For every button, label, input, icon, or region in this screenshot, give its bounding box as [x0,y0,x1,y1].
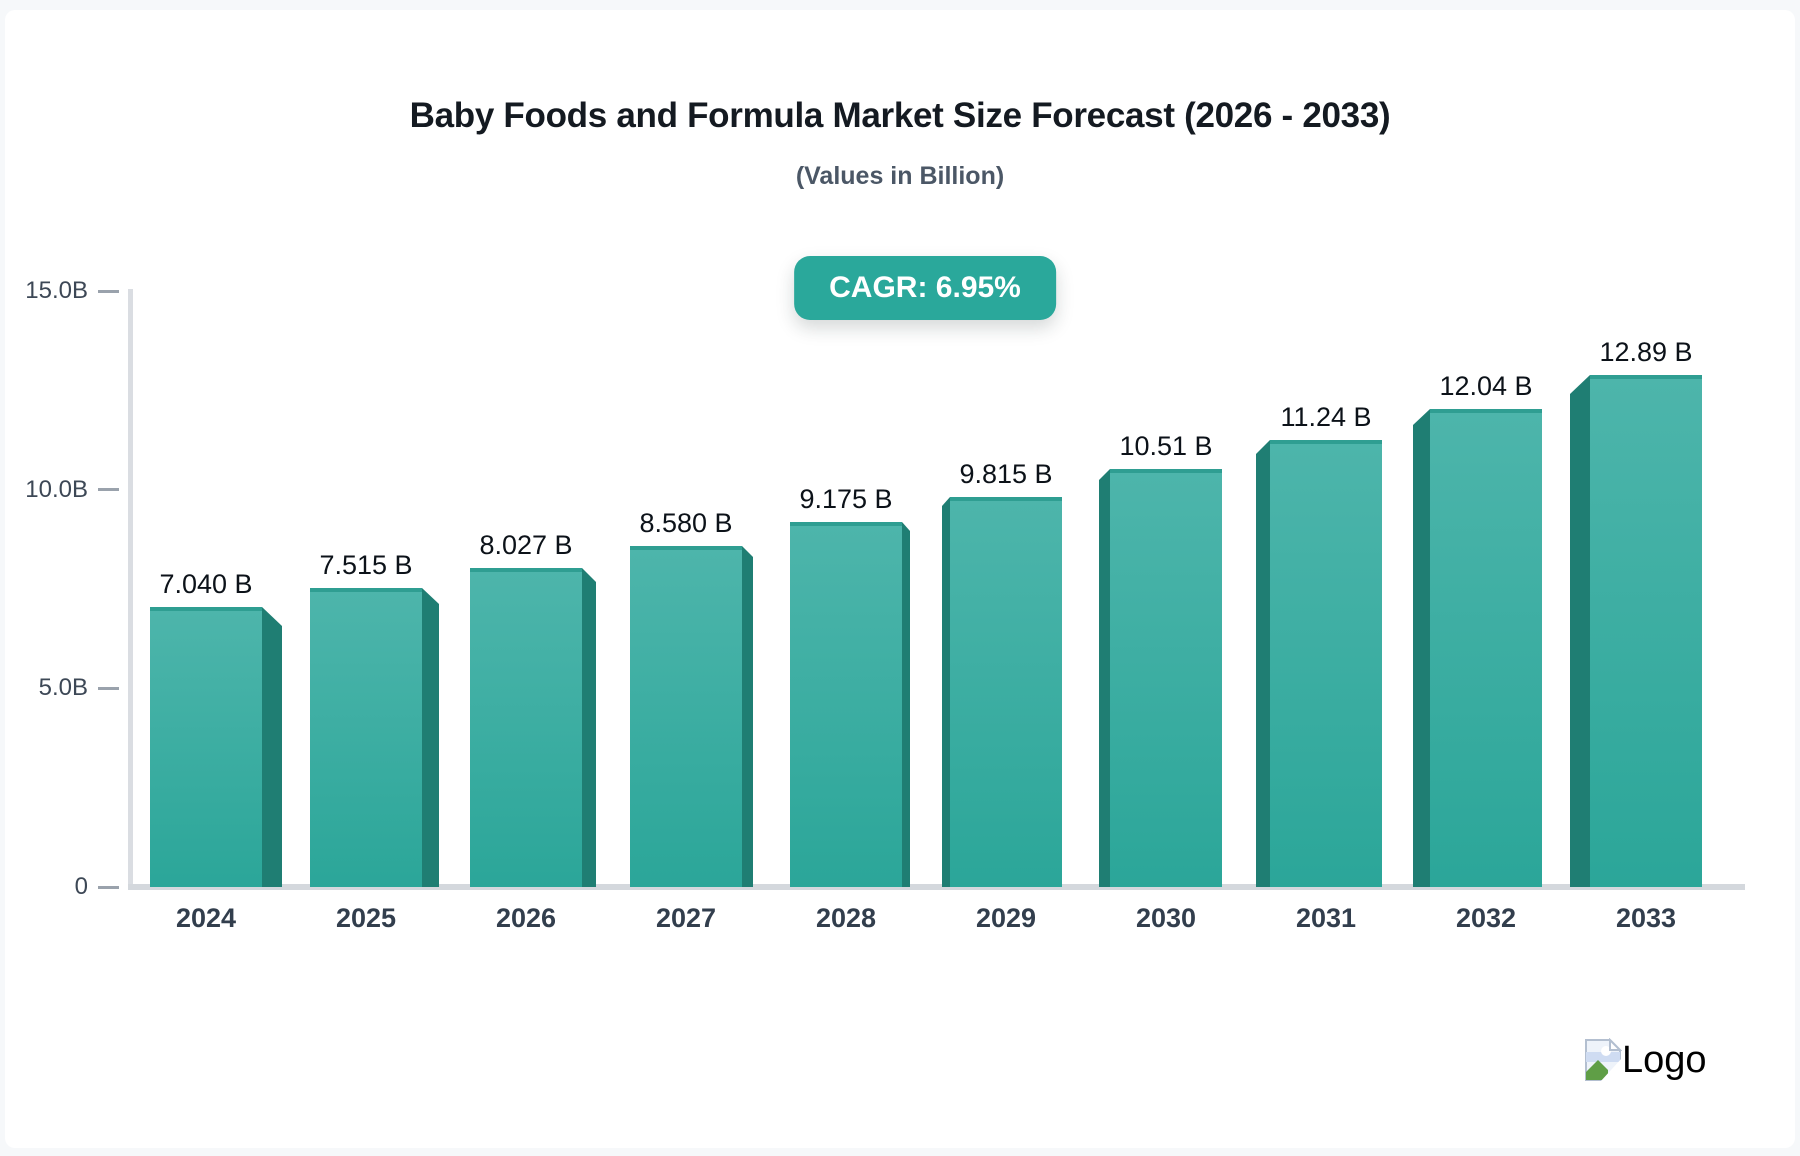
chart-subtitle: (Values in Billion) [795,162,1005,190]
y-tick-label: 10.0B [25,475,88,503]
broken-image-icon [1585,1038,1622,1082]
bar-face [1430,409,1542,887]
y-tick-label: 15.0B [25,277,88,304]
bar-flank [262,626,282,887]
bar-face [1270,440,1382,887]
bar-face [150,607,262,887]
y-tick [98,488,119,492]
bar-slant [582,568,596,582]
bar-slant [902,522,910,531]
bar-flank [902,531,910,887]
bar-face [310,588,422,887]
x-axis-label: 2032 [1455,903,1517,933]
logo: Logo [1584,1038,1707,1082]
y-tick-label: 0 [74,873,88,900]
cagr-badge: CAGR: 6.95% [794,256,1056,320]
y-tick [98,885,119,889]
bar-flank [742,557,753,887]
x-axis-label: 2027 [655,903,717,933]
bar-value-label: 9.175 B [799,484,893,514]
bar-value-label: 11.24 B [1280,402,1372,432]
x-axis-baseline [128,884,1745,890]
x-axis-label: 2026 [495,903,557,933]
bar-value-label: 8.027 B [479,530,573,560]
bar-face [950,497,1062,887]
y-tick-label: 5.0B [38,674,88,702]
bar-flank [422,604,439,887]
bar-value-label: 7.515 B [319,550,413,580]
y-axis-line [128,289,133,890]
chart-title: Baby Foods and Formula Market Size Forec… [409,96,1391,135]
bar-slant [742,546,753,557]
bar-value-label: 10.51 B [1119,431,1213,461]
bar-flank [1413,425,1430,887]
bar-face [790,522,902,887]
bar-slant [262,607,282,626]
bar-value-label: 8.580 B [639,508,733,538]
bar-slant [422,588,439,604]
bar-value-label: 12.89 B [1599,337,1693,367]
bar-value-label: 7.040 B [159,569,253,599]
bar-flank [1256,454,1270,887]
bar-flank [1099,480,1110,887]
y-tick [98,289,119,293]
bar-flank [582,582,596,887]
x-axis-label: 2028 [815,903,877,933]
logo-text: Logo [1622,1039,1707,1081]
x-axis-label: 2030 [1135,903,1197,933]
x-axis-label: 2033 [1615,903,1677,933]
y-tick [98,686,119,690]
bar-face [1110,469,1222,887]
x-axis-label: 2029 [975,903,1037,933]
x-axis-label: 2031 [1295,903,1357,933]
bar-flank [942,506,950,887]
bar-slant [942,497,950,506]
bar-face [1590,375,1702,887]
x-axis-label: 2024 [175,903,237,933]
x-axis-label: 2025 [335,903,397,933]
bar-face [630,546,742,887]
bar-slant [1256,440,1270,454]
bar-slant [1099,469,1110,480]
bar-flank [1570,394,1590,887]
bar-value-label: 9.815 B [959,459,1053,489]
bar-value-label: 12.04 B [1439,371,1533,401]
bar-face [470,568,582,887]
